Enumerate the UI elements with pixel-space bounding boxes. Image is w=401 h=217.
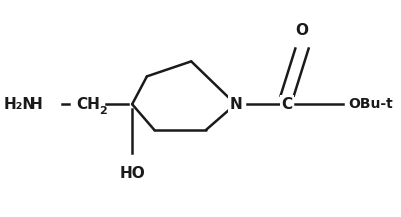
Text: C: C [282,97,293,112]
Text: 2: 2 [99,106,107,116]
Text: N: N [229,97,242,112]
Text: H: H [30,97,43,112]
Text: H₂N: H₂N [4,97,36,112]
Text: HO: HO [119,166,145,181]
Text: O: O [296,23,308,38]
Text: OBu-t: OBu-t [348,97,393,111]
Text: CH: CH [76,97,100,112]
